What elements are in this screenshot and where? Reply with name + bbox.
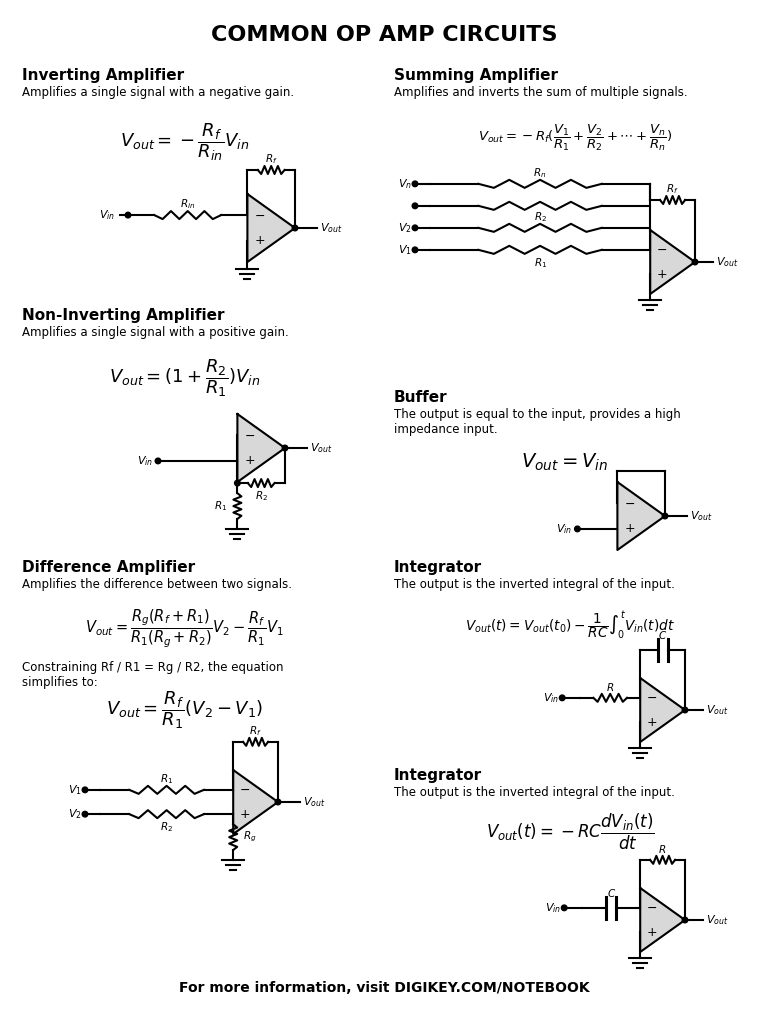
Text: Constraining Rf / R1 = Rg / R2, the equation
simplifies to:: Constraining Rf / R1 = Rg / R2, the equa…	[22, 662, 283, 689]
Text: $-$: $-$	[239, 783, 250, 797]
Circle shape	[682, 708, 688, 713]
Text: Difference Amplifier: Difference Amplifier	[22, 560, 195, 575]
Text: $V_{out}$: $V_{out}$	[303, 795, 326, 809]
Text: $+$: $+$	[253, 234, 265, 248]
Circle shape	[682, 918, 688, 923]
Text: $V_{out} = \dfrac{R_f}{R_1}(V_2 - V_1)$: $V_{out} = \dfrac{R_f}{R_1}(V_2 - V_1)$	[107, 689, 263, 731]
Text: $R_f$: $R_f$	[250, 724, 262, 737]
Text: $V_{in}$: $V_{in}$	[545, 901, 561, 914]
Text: $-$: $-$	[646, 901, 657, 914]
Text: $-$: $-$	[646, 691, 657, 705]
Text: Non-Inverting Amplifier: Non-Inverting Amplifier	[22, 308, 224, 323]
Text: $R_n$: $R_n$	[534, 166, 547, 180]
Polygon shape	[650, 230, 695, 294]
Text: $+$: $+$	[646, 926, 657, 939]
Circle shape	[82, 787, 88, 793]
Text: $V_{out}$: $V_{out}$	[310, 441, 333, 455]
Text: $V_{out}$: $V_{out}$	[716, 255, 739, 269]
Text: $R_1$: $R_1$	[534, 256, 547, 269]
Polygon shape	[237, 414, 285, 482]
Text: $+$: $+$	[239, 808, 250, 820]
Text: $R$: $R$	[606, 681, 614, 693]
Circle shape	[282, 445, 288, 451]
Text: $R_1$: $R_1$	[214, 499, 227, 513]
Circle shape	[275, 799, 281, 805]
Circle shape	[155, 458, 161, 464]
Text: $V_{out}(t) = -RC\dfrac{dV_{in}(t)}{dt}$: $V_{out}(t) = -RC\dfrac{dV_{in}(t)}{dt}$	[485, 812, 654, 852]
Text: $R_{in}$: $R_{in}$	[180, 198, 195, 211]
Text: $V_n$: $V_n$	[398, 177, 412, 190]
Text: $C$: $C$	[658, 629, 667, 641]
Text: $+$: $+$	[656, 267, 667, 281]
Text: $V_{out} = \dfrac{R_g(R_f + R_1)}{R_1(R_g + R_2)}V_2 - \dfrac{R_f}{R_1}V_1$: $V_{out} = \dfrac{R_g(R_f + R_1)}{R_1(R_…	[85, 607, 285, 649]
Text: $R_2$: $R_2$	[255, 489, 268, 503]
Text: Amplifies a single signal with a negative gain.: Amplifies a single signal with a negativ…	[22, 86, 294, 99]
Circle shape	[662, 513, 668, 519]
Text: COMMON OP AMP CIRCUITS: COMMON OP AMP CIRCUITS	[210, 25, 558, 45]
Circle shape	[82, 811, 88, 817]
Circle shape	[561, 905, 567, 910]
Text: $V_{in}$: $V_{in}$	[543, 691, 559, 705]
Text: $-$: $-$	[624, 497, 635, 510]
Text: $R_2$: $R_2$	[534, 210, 547, 223]
Text: Buffer: Buffer	[394, 390, 448, 406]
Text: $-$: $-$	[243, 429, 255, 441]
Text: Integrator: Integrator	[394, 560, 482, 575]
Circle shape	[574, 526, 580, 531]
Text: $V_{out}$: $V_{out}$	[690, 509, 713, 523]
Circle shape	[692, 259, 698, 265]
Text: $R$: $R$	[658, 843, 667, 855]
Text: $R_f$: $R_f$	[667, 182, 679, 196]
Text: $V_1$: $V_1$	[398, 243, 412, 257]
Text: The output is the inverted integral of the input.: The output is the inverted integral of t…	[394, 578, 675, 591]
Text: $R_g$: $R_g$	[243, 830, 257, 845]
Text: $V_{out}$: $V_{out}$	[706, 703, 729, 717]
Text: The output is the inverted integral of the input.: The output is the inverted integral of t…	[394, 786, 675, 799]
Text: $V_{out} = V_{in}$: $V_{out} = V_{in}$	[521, 452, 608, 473]
Text: $V_1$: $V_1$	[68, 783, 82, 797]
Text: $C$: $C$	[607, 887, 616, 899]
Text: Integrator: Integrator	[394, 768, 482, 783]
Text: For more information, visit DIGIKEY.COM/NOTEBOOK: For more information, visit DIGIKEY.COM/…	[179, 981, 589, 995]
Text: $V_{out} = -R_f(\dfrac{V_1}{R_1} + \dfrac{V_2}{R_2} + \cdots + \dfrac{V_n}{R_n}): $V_{out} = -R_f(\dfrac{V_1}{R_1} + \dfra…	[478, 123, 672, 154]
Text: The output is equal to the input, provides a high
impedance input.: The output is equal to the input, provid…	[394, 408, 680, 436]
Text: $+$: $+$	[624, 522, 635, 536]
Polygon shape	[247, 194, 295, 262]
Text: $-$: $-$	[656, 244, 667, 256]
Text: $V_{out}$: $V_{out}$	[706, 913, 729, 927]
Text: $-$: $-$	[253, 209, 265, 221]
Text: $V_{in}$: $V_{in}$	[99, 208, 115, 222]
Text: $V_{out}$: $V_{out}$	[320, 221, 343, 234]
Circle shape	[412, 203, 418, 209]
Circle shape	[125, 212, 131, 218]
Polygon shape	[641, 888, 685, 952]
Text: $+$: $+$	[646, 716, 657, 729]
Circle shape	[559, 695, 565, 700]
Text: $V_2$: $V_2$	[399, 221, 412, 234]
Polygon shape	[233, 770, 278, 834]
Text: Amplifies and inverts the sum of multiple signals.: Amplifies and inverts the sum of multipl…	[394, 86, 687, 99]
Text: $R_f$: $R_f$	[265, 153, 277, 166]
Polygon shape	[641, 678, 685, 742]
Text: $R_2$: $R_2$	[160, 820, 173, 835]
Text: $V_{in}$: $V_{in}$	[137, 454, 153, 468]
Text: $V_2$: $V_2$	[68, 807, 82, 821]
Text: $V_{out} = -\dfrac{R_f}{R_{in}}V_{in}$: $V_{out} = -\dfrac{R_f}{R_{in}}V_{in}$	[121, 121, 250, 163]
Text: Summing Amplifier: Summing Amplifier	[394, 68, 558, 83]
Circle shape	[234, 480, 240, 485]
Circle shape	[412, 181, 418, 186]
Circle shape	[412, 225, 418, 230]
Text: $V_{out}(t) = V_{out}(t_0) - \dfrac{1}{RC}\int_0^t V_{in}(t)dt$: $V_{out}(t) = V_{out}(t_0) - \dfrac{1}{R…	[465, 609, 675, 641]
Text: $V_{in}$: $V_{in}$	[556, 522, 572, 536]
Circle shape	[292, 225, 298, 230]
Text: Amplifies the difference between two signals.: Amplifies the difference between two sig…	[22, 578, 292, 591]
Polygon shape	[617, 482, 665, 550]
Text: $+$: $+$	[243, 455, 255, 467]
Text: Amplifies a single signal with a positive gain.: Amplifies a single signal with a positiv…	[22, 326, 289, 339]
Circle shape	[412, 247, 418, 253]
Text: $R_1$: $R_1$	[160, 772, 174, 785]
Text: $V_{out} = (1 + \dfrac{R_2}{R_1})V_{in}$: $V_{out} = (1 + \dfrac{R_2}{R_1})V_{in}$	[109, 357, 260, 398]
Text: Inverting Amplifier: Inverting Amplifier	[22, 68, 184, 83]
